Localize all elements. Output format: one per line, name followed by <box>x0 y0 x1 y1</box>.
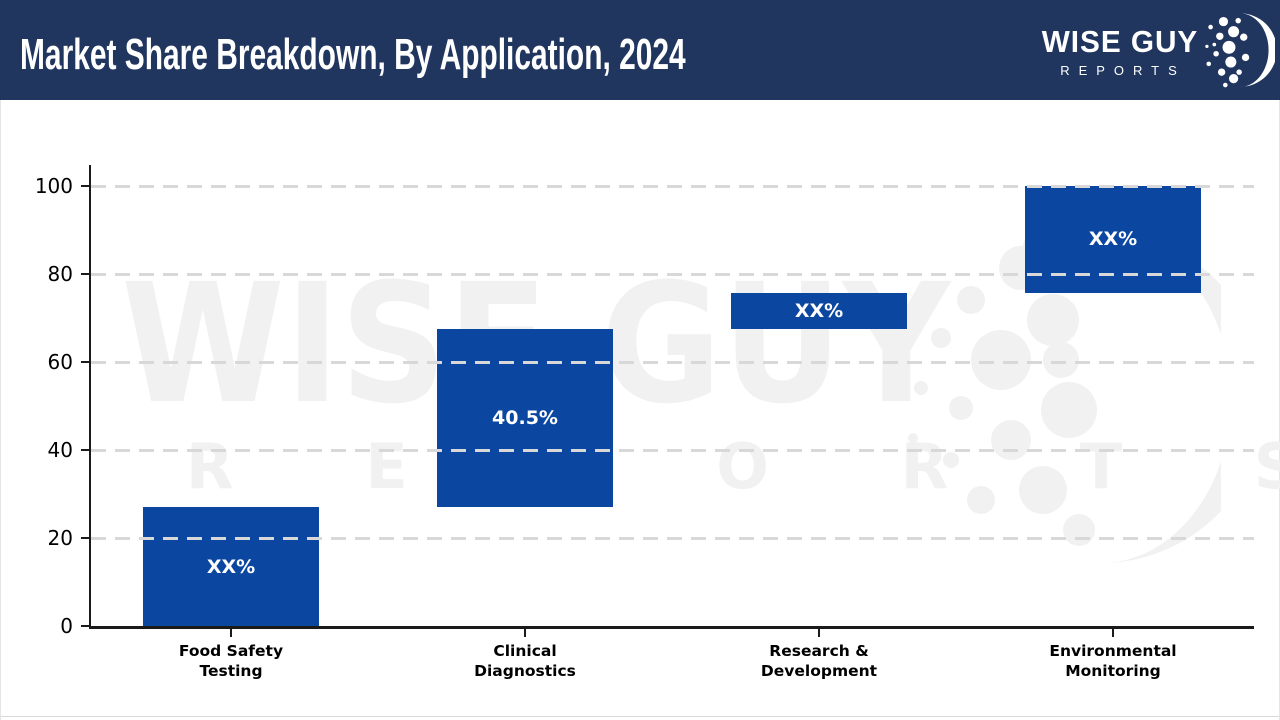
y-tick-label-20: 20 <box>47 526 73 550</box>
y-tick-label-60: 60 <box>47 350 73 374</box>
gridline-40 <box>91 449 1254 452</box>
card-border <box>1 716 1279 717</box>
bar-research-development <box>731 292 907 329</box>
x-axis-line <box>89 626 1254 629</box>
x-tick-environmental-monitoring <box>1112 629 1114 637</box>
dotted-head-logo-icon <box>1205 13 1275 88</box>
y-tick-label-100: 100 <box>34 174 73 198</box>
x-tick-food-safety-testing <box>230 629 232 637</box>
gridline-100 <box>91 185 1254 188</box>
x-tick-clinical-diagnostics <box>524 629 526 637</box>
y-tick-label-40: 40 <box>47 438 73 462</box>
logo-subtitle: REPORTS <box>1060 63 1186 78</box>
y-tick-label-0: 0 <box>60 614 73 638</box>
bar-value-label-food-safety-testing: XX% <box>206 555 256 578</box>
x-axis-label-line: Environmental <box>1049 642 1177 660</box>
x-tick-research-development <box>818 629 820 637</box>
gridline-20 <box>91 537 1254 540</box>
logo-wordmark: WISE GUY <box>1041 24 1199 59</box>
gridline-80 <box>91 273 1254 276</box>
x-axis-label-environmental-monitoring: Environmental Monitoring <box>983 641 1243 681</box>
x-axis-label-food-safety-testing: Food Safety Testing <box>101 641 361 681</box>
x-axis-label-line: Food Safety <box>178 642 284 660</box>
bar-food-safety-testing <box>143 507 319 626</box>
y-tick-100 <box>81 185 90 187</box>
gridline-60 <box>91 361 1254 364</box>
y-tick-40 <box>81 449 90 451</box>
bar-value-label-research-development: XX% <box>794 299 844 322</box>
x-axis-label-line: Clinical <box>493 642 557 660</box>
y-tick-80 <box>81 273 90 275</box>
y-axis-line <box>89 165 91 629</box>
watermark-subtitle: R E P O R T S <box>186 430 1280 503</box>
x-axis-label-line: Diagnostics <box>474 662 576 680</box>
y-tick-label-80: 80 <box>47 262 73 286</box>
y-tick-60 <box>81 361 90 363</box>
logo-text: WISE GUY REPORTS <box>1030 24 1210 78</box>
bar-clinical-diagnostics <box>437 329 613 508</box>
bar-value-label-clinical-diagnostics: 40.5% <box>492 407 558 430</box>
x-axis-label-line: Testing <box>199 662 263 680</box>
y-tick-20 <box>81 537 90 539</box>
x-axis-label-research-development: Research & Development <box>689 641 949 681</box>
x-axis-label-line: Development <box>760 662 878 680</box>
header-bar: Market Share Breakdown, By Application, … <box>0 0 1280 100</box>
bar-value-label-environmental-monitoring: XX% <box>1088 228 1138 251</box>
page-title: Market Share Breakdown, By Application, … <box>20 30 686 79</box>
x-axis-label-clinical-diagnostics: Clinical Diagnostics <box>395 641 655 681</box>
x-axis-label-line: Research & <box>769 642 869 660</box>
chart-area: WISE GUY R E P O R T S 0 20 40 60 80 100 XX% Fo… <box>0 100 1280 720</box>
x-axis-label-line: Monitoring <box>1065 662 1161 680</box>
wise-guy-logo: WISE GUY REPORTS <box>1030 6 1275 96</box>
y-tick-0 <box>81 625 90 627</box>
